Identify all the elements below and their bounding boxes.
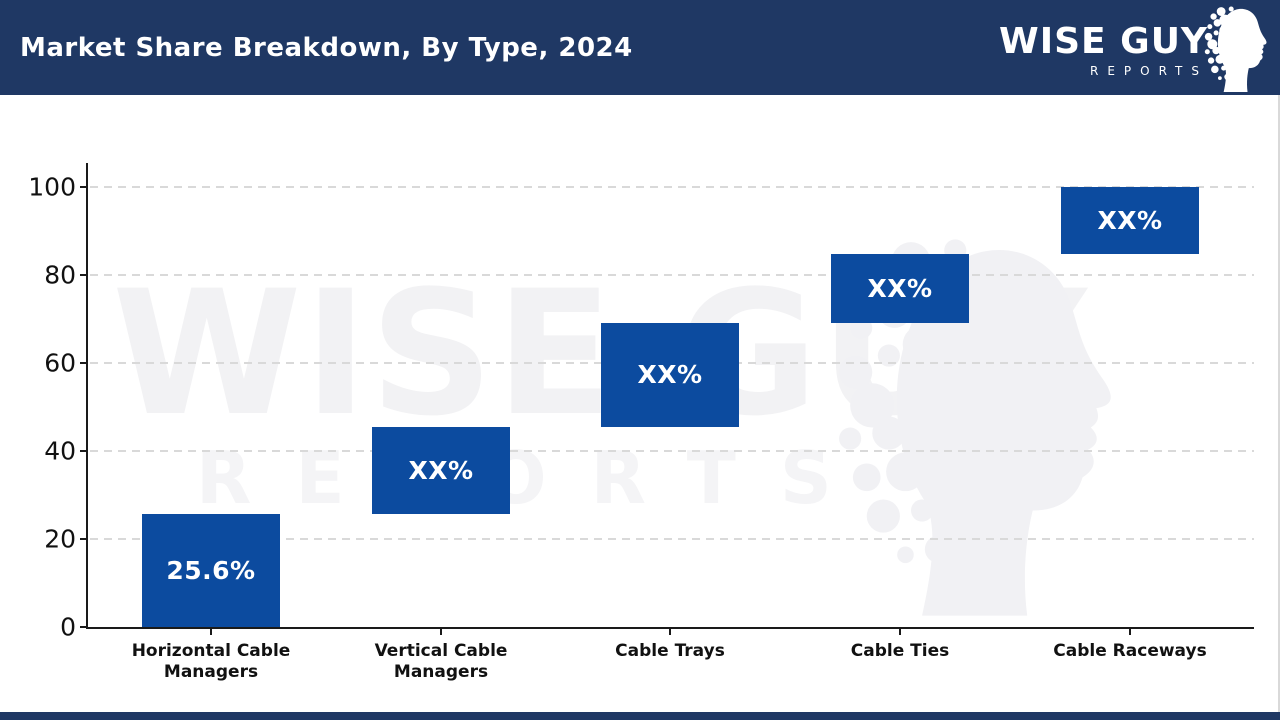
y-axis-tick-label: 60 — [44, 348, 76, 378]
x-tick-mark — [1129, 627, 1131, 635]
logo-head-icon — [1204, 6, 1267, 92]
page-title: Market Share Breakdown, By Type, 2024 — [20, 32, 633, 63]
y-axis-tick-label: 0 — [60, 612, 76, 642]
bar-segment: XX% — [831, 253, 969, 323]
y-tick-mark — [80, 538, 87, 540]
category-label: Cable Raceways — [1053, 641, 1207, 661]
gridline — [90, 450, 1254, 452]
x-tick-mark — [440, 627, 442, 635]
y-tick-mark — [80, 362, 87, 364]
category-label: Cable Trays — [615, 641, 725, 661]
logo-wiseguy-text: WISE GUY — [998, 21, 1208, 62]
bar-value-label: XX% — [408, 456, 474, 486]
footer-bar — [0, 712, 1280, 720]
x-tick-mark — [669, 627, 671, 635]
logo-reports-text: REPORTS — [1089, 64, 1208, 78]
header-bar: Market Share Breakdown, By Type, 2024 WI… — [0, 0, 1280, 95]
watermark-text-reports: REPORTS — [196, 436, 876, 520]
y-tick-mark — [80, 626, 87, 628]
gridline — [90, 186, 1254, 188]
bar-value-label: XX% — [867, 273, 933, 303]
bar-segment: XX% — [601, 322, 739, 427]
y-tick-mark — [80, 450, 87, 452]
category-label: Vertical Cable Managers — [374, 641, 508, 683]
bar-value-label: 25.6% — [166, 556, 256, 586]
y-tick-mark — [80, 274, 87, 276]
category-label: Cable Ties — [850, 641, 950, 661]
bar-value-label: XX% — [1097, 205, 1163, 235]
y-axis-tick-label: 40 — [44, 436, 76, 466]
category-label: Horizontal Cable Managers — [131, 641, 291, 683]
gridline — [90, 538, 1254, 540]
y-axis-tick-label: 100 — [28, 172, 76, 202]
wise-guy-logo: WISE GUY REPORTS — [998, 21, 1208, 79]
bar-segment: XX% — [372, 426, 510, 515]
bar-segment: 25.6% — [142, 514, 280, 627]
x-tick-mark — [899, 627, 901, 635]
bar-segment: XX% — [1061, 187, 1199, 254]
x-tick-mark — [210, 627, 212, 635]
y-axis-line — [86, 163, 88, 629]
y-axis-tick-label: 80 — [44, 260, 76, 290]
bar-value-label: XX% — [637, 360, 703, 390]
y-tick-mark — [80, 186, 87, 188]
y-axis-tick-label: 20 — [44, 524, 76, 554]
gridline — [90, 274, 1254, 276]
